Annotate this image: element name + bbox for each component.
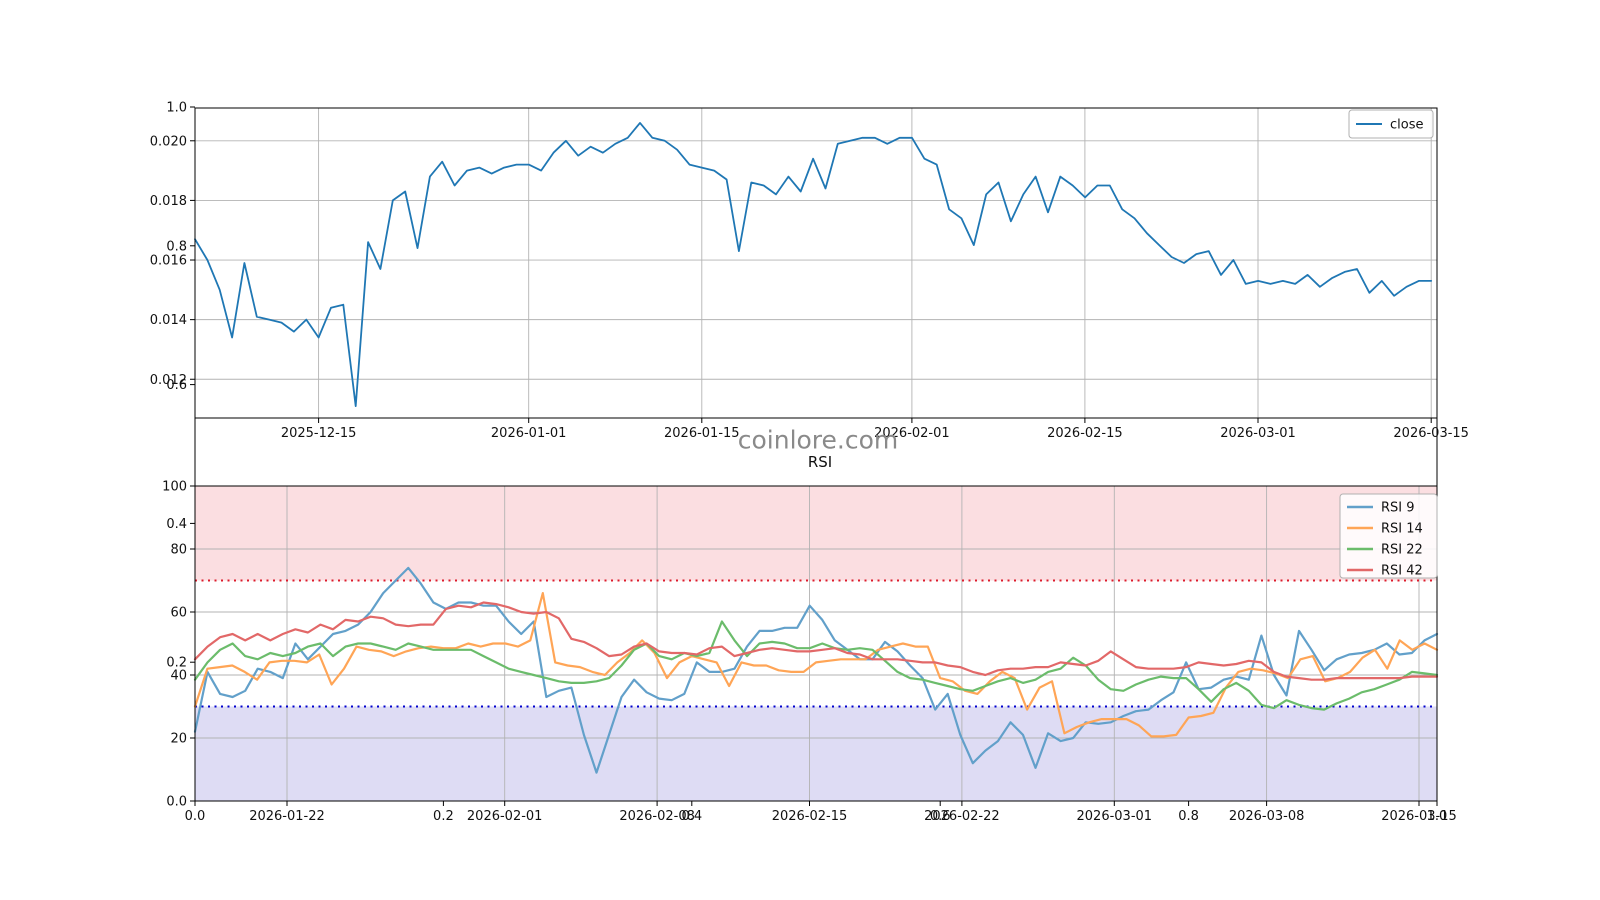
rsi-42-line [193,601,1439,681]
overlay-x-tick-label: 0.0 [185,809,206,824]
price-plot-frame [194,107,1438,419]
rsi-y-tick-label: 40 [170,669,187,684]
overlay-y-tick-label: 1.0 [166,101,187,116]
price-y-tick-label: 0.012 [150,373,187,388]
rsi-9-line [193,566,1439,774]
price-x-tick-label: 2026-03-01 [1220,426,1296,441]
rsi-y-tick-label: 80 [170,543,187,558]
rsi-x-tick-label: 2026-03-15 [1381,809,1457,824]
overlay-y-tick-label: 0.0 [166,795,187,810]
rsi-x-tick-label: 2026-02-01 [467,809,543,824]
rsi-legend-label: RSI 9 [1381,501,1415,516]
price-y-tick-label: 0.014 [150,313,187,328]
price-x-tick-label: 2026-01-15 [664,426,740,441]
rsi-x-tick-label: 2026-02-22 [924,809,1000,824]
rsi-y-tick-label: 20 [170,732,187,747]
price-y-tick-label: 0.016 [150,254,187,269]
overlay-x-tick-label: 0.6 [930,809,951,824]
rsi-x-tick-label: 2026-03-01 [1077,809,1153,824]
watermark: coinlore.com [737,425,899,455]
price-y-tick-label: 0.020 [150,134,187,149]
overlay-y-tick-label: 0.4 [166,517,187,532]
rsi-x-tick-label: 2026-02-15 [772,809,848,824]
overlay-x-tick-label: 0.4 [681,809,702,824]
overlay-x-tick-label: 1.0 [1427,809,1448,824]
rsi-14-line [193,591,1439,738]
rsi-y-tick-label: 60 [170,606,187,621]
overlay-y-tick-label: 0.2 [166,656,187,671]
overlay-x-tick-label: 0.2 [433,809,454,824]
rsi-legend-box [1339,493,1438,579]
price-x-tick-label: 2026-02-15 [1047,426,1123,441]
price-x-tick-label: 2026-02-01 [874,426,950,441]
rsi-legend-label: RSI 14 [1381,522,1423,537]
overlay-x-tick-label: 0.8 [1178,809,1199,824]
rsi-plot-frame [194,485,1438,802]
overbought-band [195,486,1437,581]
rsi-22-line [193,620,1439,711]
price-legend-label: close [1390,118,1423,133]
overlay-y-tick-label: 0.6 [166,378,187,393]
rsi-x-tick-label: 2026-02-08 [619,809,695,824]
rsi-chart-title: RSI [807,453,833,471]
rsi-legend-label: RSI 22 [1381,543,1423,558]
rsi-y-tick-label: 100 [162,480,187,495]
overlay-y-tick-label: 0.8 [166,239,187,254]
price-y-tick-label: 0.018 [150,194,187,209]
close-line [194,122,1433,408]
rsi-x-tick-label: 2026-01-22 [249,809,325,824]
price-legend-box [1348,109,1434,139]
rsi-legend-label: RSI 42 [1381,564,1423,579]
price-x-tick-label: 2025-12-15 [281,426,357,441]
rsi-x-tick-label: 2026-03-08 [1229,809,1305,824]
price-x-tick-label: 2026-03-15 [1393,426,1469,441]
oversold-band [195,706,1437,801]
price-x-tick-label: 2026-01-01 [491,426,567,441]
